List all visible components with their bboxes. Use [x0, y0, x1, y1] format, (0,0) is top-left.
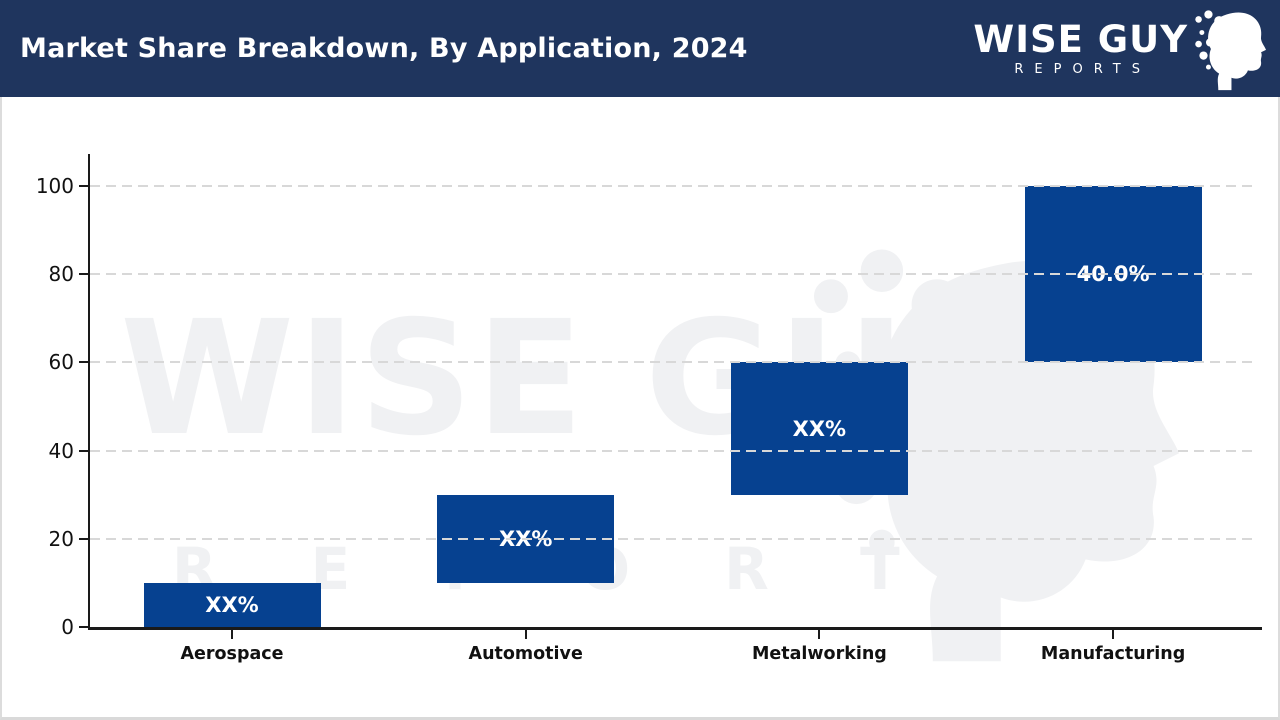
gridline-100 — [90, 185, 1256, 187]
y-tick-40 — [79, 449, 88, 452]
y-tick-100 — [79, 185, 88, 187]
y-tick-label-0: 0 — [61, 615, 74, 639]
y-tick-60 — [79, 361, 88, 364]
bar-metalworking: XX% — [730, 362, 908, 495]
plot-area: 0 20 40 60 80 100 XX% Aerospace XX% Automotive XX%… — [36, 154, 1262, 664]
y-tick-20 — [79, 537, 88, 540]
bar-label-metalworking: XX% — [792, 416, 847, 441]
chart-canvas: WISE GUY REPORTS 0 20 40 60 80 100 XX% Aerospac… — [0, 97, 1280, 720]
x-label-aerospace: Aerospace — [180, 644, 284, 664]
dotted-head-profile-icon — [1195, 9, 1266, 90]
x-label-metalworking: Metalworking — [751, 644, 887, 664]
gridline-60 — [90, 361, 1256, 364]
x-axis-spine — [88, 627, 1262, 630]
x-tick-aerospace — [231, 630, 233, 639]
y-tick-label-80: 80 — [48, 262, 74, 287]
gridline-80 — [90, 273, 1256, 276]
bar-label-aerospace: XX% — [205, 592, 259, 617]
y-tick-0 — [79, 626, 88, 628]
logo-sub-text: REPORTS — [1014, 61, 1151, 77]
wise-guy-reports-logo: WISE GUY REPORTS — [973, 7, 1280, 91]
y-tick-label-40: 40 — [48, 438, 74, 463]
page-title: Market Share Breakdown, By Application, … — [20, 33, 748, 64]
logo-text: WISE GUY REPORTS — [973, 21, 1188, 77]
x-tick-metalworking — [818, 630, 821, 639]
x-label-manufacturing: Manufacturing — [1040, 644, 1186, 664]
gridline-40 — [90, 449, 1256, 452]
logo-brand-text: WISE GUY — [973, 17, 1188, 61]
x-tick-automotive — [524, 630, 527, 639]
y-tick-label-20: 20 — [48, 526, 74, 551]
header-bar: Market Share Breakdown, By Application, … — [0, 0, 1280, 97]
bar-aerospace: XX% — [143, 582, 321, 627]
x-tick-manufacturing — [1112, 630, 1115, 639]
y-tick-label-60: 60 — [48, 350, 74, 375]
y-axis-spine — [88, 154, 90, 630]
y-tick-80 — [79, 273, 88, 276]
y-tick-label-100: 100 — [35, 174, 74, 198]
x-label-automotive: Automotive — [468, 644, 583, 664]
gridline-20 — [90, 537, 1256, 540]
